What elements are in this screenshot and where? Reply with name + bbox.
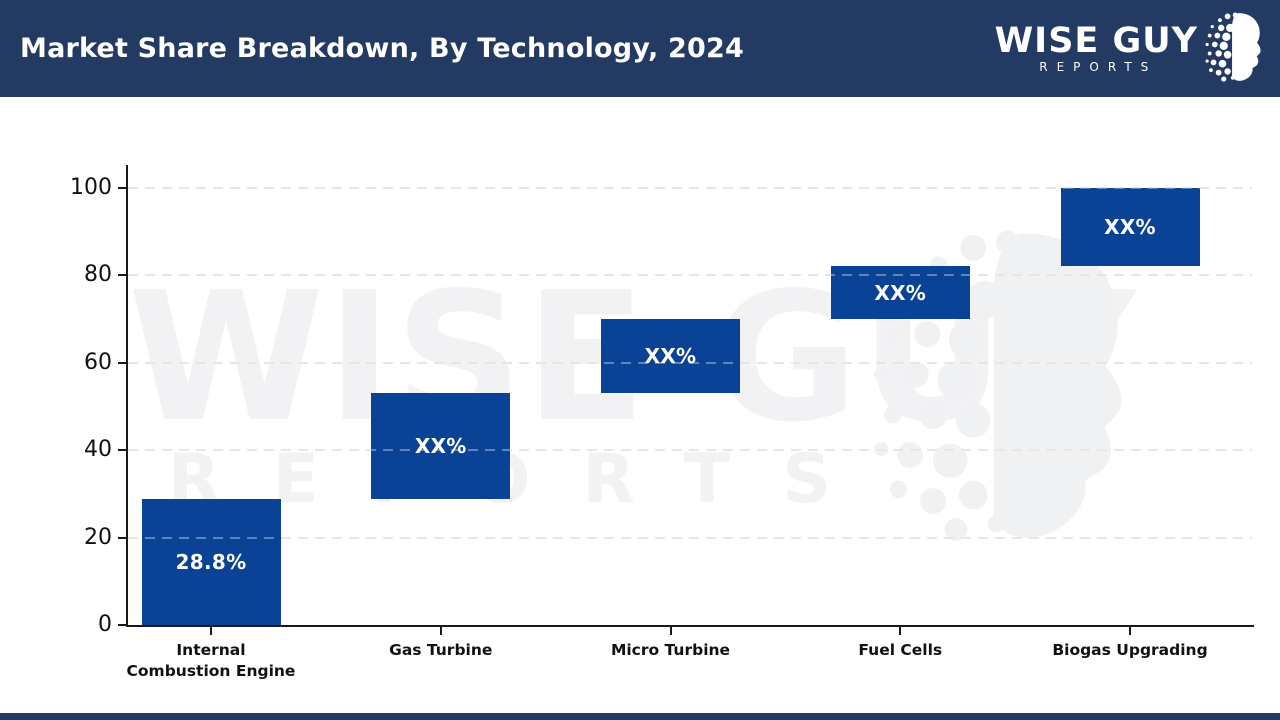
watermark-reports-text: REPORTS [168,440,884,519]
watermark-face-icon [874,230,1122,542]
logo: WISE GUY REPORTS [995,10,1266,88]
y-tick-mark [118,361,127,364]
y-tick-mark [118,624,127,626]
gridline [128,186,1252,189]
x-tick-mark [899,627,902,635]
y-tick-mark [118,274,127,276]
x-tick-label: Internal Combustion Engine [126,641,296,680]
x-tick-label: Biogas Upgrading [1052,641,1208,659]
page-title: Market Share Breakdown, By Technology, 2… [20,33,745,64]
gridline-overlay [128,186,1252,189]
y-tick-label: 100 [70,174,112,200]
x-tick-label: Fuel Cells [858,641,943,659]
x-tick-mark [210,627,212,635]
y-tick-mark [118,186,127,189]
bar-label: 28.8% [175,550,247,574]
x-tick-mark [669,627,672,635]
logo-face-icon [1205,12,1261,82]
logo-text: WISE GUY REPORTS [995,23,1198,74]
x-tick-mark [1129,627,1131,635]
x-tick-label: Gas Turbine [389,641,493,659]
y-tick-label: 20 [84,524,112,550]
x-axis-spine [126,625,1254,627]
header: Market Share Breakdown, By Technology, 2… [0,0,1280,97]
logo-subtext: REPORTS [1039,60,1158,74]
y-tick-label: 80 [84,262,112,287]
x-tick-label: Micro Turbine [610,641,731,659]
y-tick-label: 60 [84,349,112,375]
footer-bar [0,713,1280,720]
x-tick-mark [439,627,442,635]
y-tick-label: 0 [98,612,112,637]
logo-wordmark: WISE GUY [994,21,1198,61]
y-tick-label: 40 [84,437,112,462]
y-tick-mark [118,449,127,451]
y-tick-mark [118,536,127,539]
